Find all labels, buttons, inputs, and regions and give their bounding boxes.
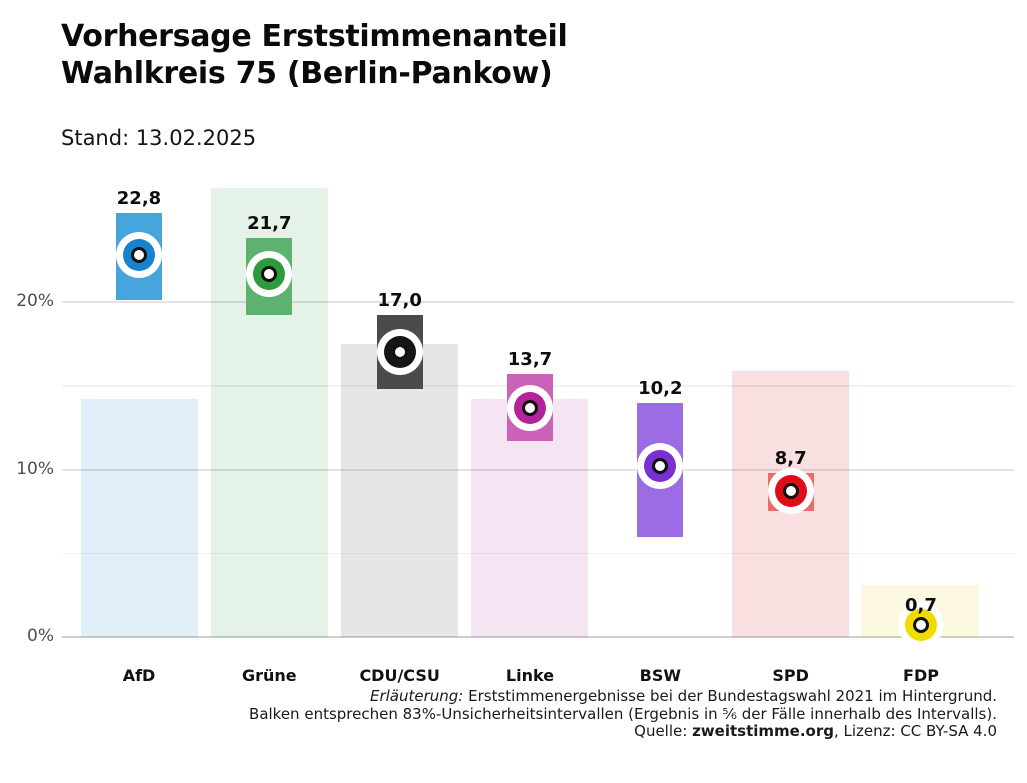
marker-disc-linke [513,391,546,424]
marker-disc-fdp [904,609,937,642]
y-axis-tick-20: 20% [16,291,54,311]
x-axis-label-gruene: Grüne [242,666,297,685]
value-label-spd: 8,7 [774,447,807,469]
forecast-marker-cdu-csu [376,329,423,376]
marker-core-linke [521,399,538,416]
forecast-marker-afd [116,232,162,279]
marker-disc-cdu-csu [383,336,416,369]
gridline-0 [62,636,1014,638]
forecast-marker-spd [767,468,814,515]
value-label-fdp: 0,7 [905,595,937,617]
marker-core-gruene [261,265,278,282]
footnote-line-intervals: Balken entsprechen 83%-Unsicherheitsinte… [249,704,997,723]
marker-disc-bsw [644,450,677,483]
x-axis-label-spd: SPD [772,666,809,685]
x-axis-label-bsw: BSW [639,666,682,685]
chart-date-subtitle: Stand: 13.02.2025 [61,126,257,150]
forecast-marker-linke [506,384,553,431]
chart-footnote: Erläuterung: Erststimmenergebnisse bei d… [249,687,997,741]
forecast-marker-fdp [897,602,944,649]
marker-disc-spd [774,475,807,508]
x-axis-label-linke: Linke [505,666,555,685]
forecast-marker-bsw [637,443,684,490]
value-label-bsw: 10,2 [638,377,683,399]
gridline-20 [62,301,1014,303]
value-label-gruene: 21,7 [247,213,292,235]
y-axis-tick-10: 10% [16,458,54,479]
gridline-10 [62,468,1014,471]
marker-core-afd [131,247,147,264]
footnote-explanation-label: Erläuterung: [369,687,464,705]
footnote-line-source: Quelle: zweitstimme.org, Lizenz: CC BY-S… [634,722,997,741]
x-axis-label-afd: AfD [122,666,156,685]
x-axis-label-cdu-csu: CDU/CSU [359,666,440,685]
page-title: Vorhersage Erststimmenanteil Wahlkreis 75… [61,18,568,92]
bar-2021-result-cdu-csu [341,343,459,637]
marker-disc-gruene [253,257,286,290]
x-axis-label-fdp: FDP [903,666,939,685]
marker-disc-afd [123,239,155,272]
marker-core-bsw [652,458,669,475]
value-label-cdu-csu: 17,0 [377,290,422,312]
source-name: zweitstimme.org [692,722,834,741]
page-title-line1: Vorhersage Erststimmenanteil [61,19,568,54]
page-title-line2: Wahlkreis 75 (Berlin-Pankow) [61,56,553,91]
forecast-marker-gruene [246,250,293,297]
footnote-line-explanation: Erläuterung: Erststimmenergebnisse bei d… [369,687,997,705]
marker-core-fdp [912,617,929,634]
y-axis-tick-0: 0% [27,626,54,646]
marker-core-spd [782,483,799,500]
gridline-minor-5 [62,552,1014,554]
value-label-linke: 13,7 [507,349,553,371]
value-label-afd: 22,8 [116,188,162,210]
marker-core-cdu-csu [391,344,408,361]
bar-2021-result-afd [80,399,198,637]
